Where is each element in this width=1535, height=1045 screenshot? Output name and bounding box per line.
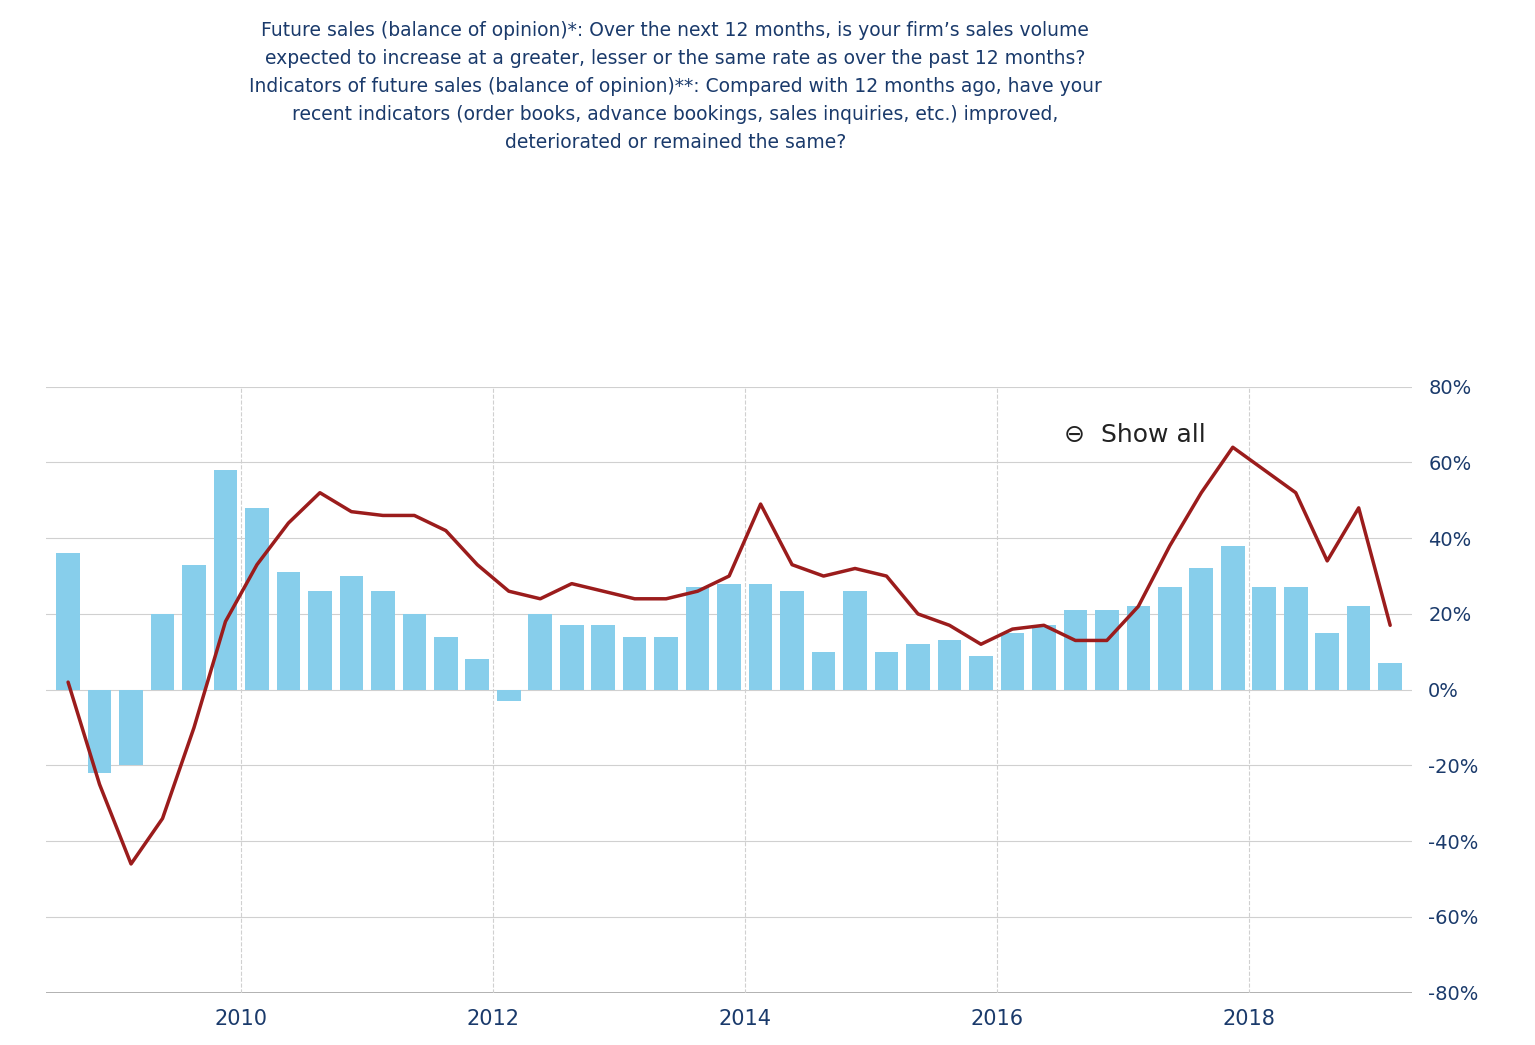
Bar — [938, 641, 961, 690]
Bar — [339, 576, 364, 690]
Bar — [843, 591, 867, 690]
Bar — [1157, 587, 1182, 690]
Bar — [969, 655, 993, 690]
Bar — [1220, 545, 1245, 690]
Bar — [623, 636, 646, 690]
Bar — [497, 690, 520, 701]
Bar — [906, 644, 930, 690]
Bar — [150, 613, 175, 690]
Bar — [246, 508, 269, 690]
Bar — [749, 583, 772, 690]
Text: ⊖  Show all: ⊖ Show all — [1064, 423, 1205, 447]
Bar — [465, 659, 490, 690]
Bar — [686, 587, 709, 690]
Bar — [1094, 610, 1119, 690]
Bar — [812, 652, 835, 690]
Bar — [528, 613, 553, 690]
Bar — [1378, 664, 1401, 690]
Bar — [1001, 633, 1024, 690]
Bar — [1064, 610, 1087, 690]
Bar — [1032, 625, 1056, 690]
Bar — [213, 470, 238, 690]
Bar — [717, 583, 741, 690]
Bar — [1190, 568, 1213, 690]
Bar — [120, 690, 143, 765]
Bar — [780, 591, 804, 690]
Bar — [875, 652, 898, 690]
Bar — [434, 636, 457, 690]
Bar — [1315, 633, 1339, 690]
Bar — [309, 591, 332, 690]
Bar — [87, 690, 112, 773]
Bar — [654, 636, 678, 690]
Bar — [1253, 587, 1276, 690]
Bar — [371, 591, 394, 690]
Bar — [1127, 606, 1150, 690]
Bar — [1346, 606, 1371, 690]
Bar — [1283, 587, 1308, 690]
Text: Future sales (balance of opinion)*: Over the next 12 months, is your firm’s sale: Future sales (balance of opinion)*: Over… — [249, 21, 1102, 152]
Bar — [183, 564, 206, 690]
Bar — [591, 625, 616, 690]
Bar — [402, 613, 427, 690]
Bar — [276, 573, 301, 690]
Bar — [560, 625, 583, 690]
Bar — [57, 554, 80, 690]
